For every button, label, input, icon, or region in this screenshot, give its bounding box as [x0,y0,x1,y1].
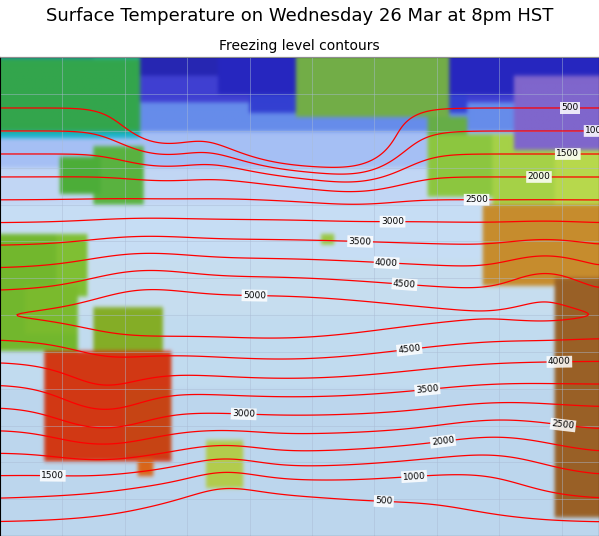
Text: Freezing level contours: Freezing level contours [219,39,380,53]
Text: 4500: 4500 [393,279,416,289]
Text: 1000: 1000 [585,126,599,136]
Text: 2000: 2000 [431,435,455,447]
Text: 500: 500 [562,103,579,113]
Text: 2000: 2000 [528,173,550,182]
Text: 2500: 2500 [551,419,575,431]
Text: 2500: 2500 [465,195,488,204]
Text: 4000: 4000 [548,357,571,367]
Text: Surface Temperature on Wednesday 26 Mar at 8pm HST: Surface Temperature on Wednesday 26 Mar … [46,7,553,25]
Text: 1500: 1500 [556,150,579,159]
Text: 1000: 1000 [403,471,426,482]
Text: 3000: 3000 [381,217,404,226]
Text: 4500: 4500 [398,344,421,355]
Text: 3500: 3500 [416,384,439,395]
Text: 500: 500 [375,496,392,506]
Text: 3500: 3500 [349,237,372,247]
Text: 1500: 1500 [41,471,64,480]
Text: 5000: 5000 [243,291,266,300]
Text: 3000: 3000 [232,409,255,419]
Text: 4000: 4000 [375,258,398,268]
